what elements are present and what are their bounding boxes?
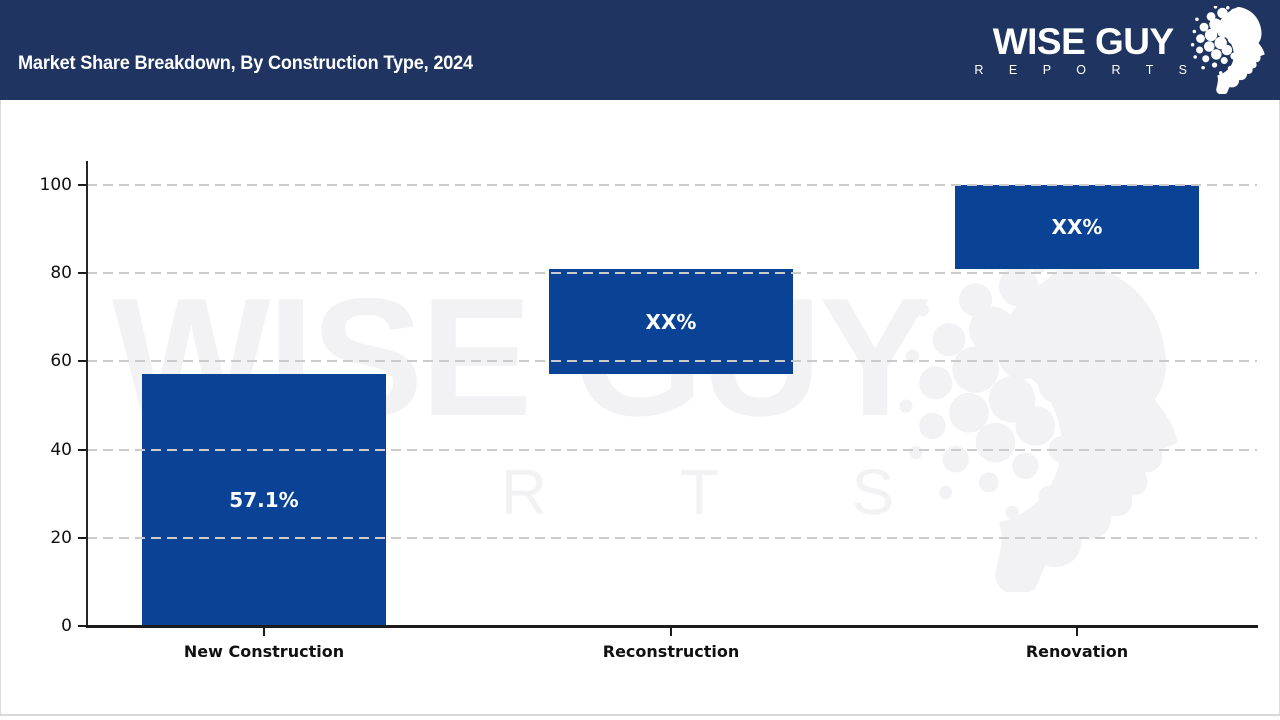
x-tick-new-construction: [263, 627, 265, 636]
face-dots-icon: [1182, 6, 1270, 94]
y-axis-line: [86, 161, 88, 627]
y-tick-label-20: 20: [50, 527, 72, 548]
bar-value-label: XX%: [645, 309, 697, 334]
y-tick-label-80: 80: [50, 263, 72, 284]
gridline-40: [87, 448, 1257, 451]
y-tick-80: [78, 272, 87, 275]
gridline-100: [87, 184, 1257, 186]
x-tick-renovation: [1076, 627, 1078, 636]
x-tick-label-reconstruction: Reconstruction: [602, 642, 740, 661]
y-tick-label-40: 40: [50, 439, 72, 460]
page-border-left: [0, 100, 1, 716]
y-tick-label-60: 60: [50, 351, 72, 372]
gridline-80: [87, 272, 1257, 275]
bar-renovation: XX%: [955, 185, 1199, 270]
x-tick-reconstruction: [670, 627, 672, 636]
y-tick-40: [78, 448, 87, 451]
y-tick-label-100: 100: [39, 175, 72, 195]
x-axis-line: [86, 625, 1258, 628]
y-tick-100: [78, 184, 87, 186]
logo-wordmark: WISE GUY R E P O R T S: [968, 21, 1198, 77]
logo-reports-text: R E P O R T S: [974, 62, 1198, 77]
y-tick-0: [78, 625, 87, 627]
y-tick-60: [78, 360, 87, 363]
gridline-20: [87, 536, 1257, 539]
wiseguy-logo: WISE GUY R E P O R T S: [968, 4, 1270, 96]
bar-new-construction: 57.1%: [142, 374, 386, 626]
y-tick-20: [78, 536, 87, 539]
gridline-60: [87, 360, 1257, 363]
x-tick-label-new-construction: New Construction: [183, 642, 345, 661]
x-tick-label-renovation: Renovation: [1025, 642, 1129, 661]
logo-name-text: WISE GUY: [992, 21, 1175, 63]
y-tick-label-0: 0: [61, 616, 72, 636]
page-border-bottom: [0, 714, 1280, 716]
header-bar: Market Share Breakdown, By Construction …: [0, 0, 1280, 100]
bar-value-label: 57.1%: [229, 488, 299, 513]
bar-reconstruction: XX%: [549, 269, 793, 375]
bar-value-label: XX%: [1051, 215, 1103, 240]
chart-title: Market Share Breakdown, By Construction …: [18, 51, 473, 74]
